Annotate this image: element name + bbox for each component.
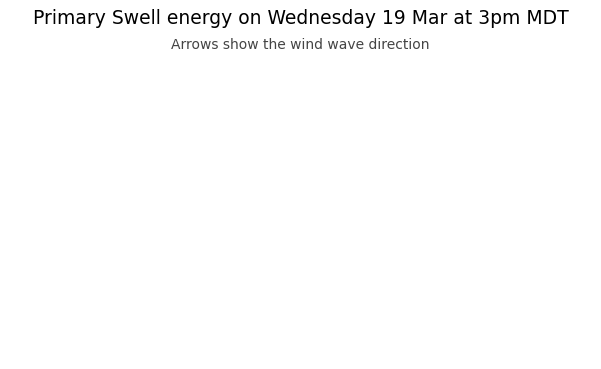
Text: Map (cartopy not available): Map (cartopy not available) <box>186 204 415 222</box>
Text: Arrows show the wind wave direction: Arrows show the wind wave direction <box>171 38 430 52</box>
Text: Primary Swell energy on Wednesday 19 Mar at 3pm MDT: Primary Swell energy on Wednesday 19 Mar… <box>32 9 569 28</box>
